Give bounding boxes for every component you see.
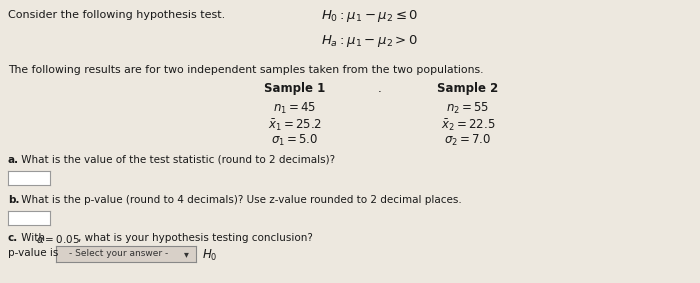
Text: $\bar{x}_1 = 25.2$: $\bar{x}_1 = 25.2$ xyxy=(268,117,322,132)
Text: $\alpha = 0.05$: $\alpha = 0.05$ xyxy=(36,233,80,245)
Text: Sample 1: Sample 1 xyxy=(265,82,326,95)
Text: .: . xyxy=(378,82,382,95)
Text: Sample 2: Sample 2 xyxy=(438,82,498,95)
Text: What is the p-value (round to 4 decimals)? Use z-value rounded to 2 decimal plac: What is the p-value (round to 4 decimals… xyxy=(18,195,462,205)
Text: What is the value of the test statistic (round to 2 decimals)?: What is the value of the test statistic … xyxy=(18,155,335,165)
Text: $\sigma_1 = 5.0$: $\sigma_1 = 5.0$ xyxy=(272,133,318,148)
Text: $n_1 = 45$: $n_1 = 45$ xyxy=(273,101,316,116)
Text: , what is your hypothesis testing conclusion?: , what is your hypothesis testing conclu… xyxy=(78,233,313,243)
Text: $\bar{x}_2 = 22.5$: $\bar{x}_2 = 22.5$ xyxy=(441,117,495,132)
Text: $H_a: \mu_1 - \mu_2 > 0$: $H_a: \mu_1 - \mu_2 > 0$ xyxy=(321,33,419,49)
Text: - Select your answer -: - Select your answer - xyxy=(69,250,169,258)
Text: b.: b. xyxy=(8,195,20,205)
Text: The following results are for two independent samples taken from the two populat: The following results are for two indepe… xyxy=(8,65,484,75)
Text: $n_2 = 55$: $n_2 = 55$ xyxy=(447,101,490,116)
Text: Consider the following hypothesis test.: Consider the following hypothesis test. xyxy=(8,10,225,20)
Text: p-value is: p-value is xyxy=(8,248,58,258)
Text: $H_0$: $H_0$ xyxy=(202,248,218,263)
Text: $H_0: \mu_1 - \mu_2 \leq 0$: $H_0: \mu_1 - \mu_2 \leq 0$ xyxy=(321,8,419,24)
Text: a.: a. xyxy=(8,155,19,165)
Text: With: With xyxy=(18,233,48,243)
Text: ▾: ▾ xyxy=(184,249,188,259)
Text: c.: c. xyxy=(8,233,18,243)
Text: $\sigma_2 = 7.0$: $\sigma_2 = 7.0$ xyxy=(444,133,491,148)
